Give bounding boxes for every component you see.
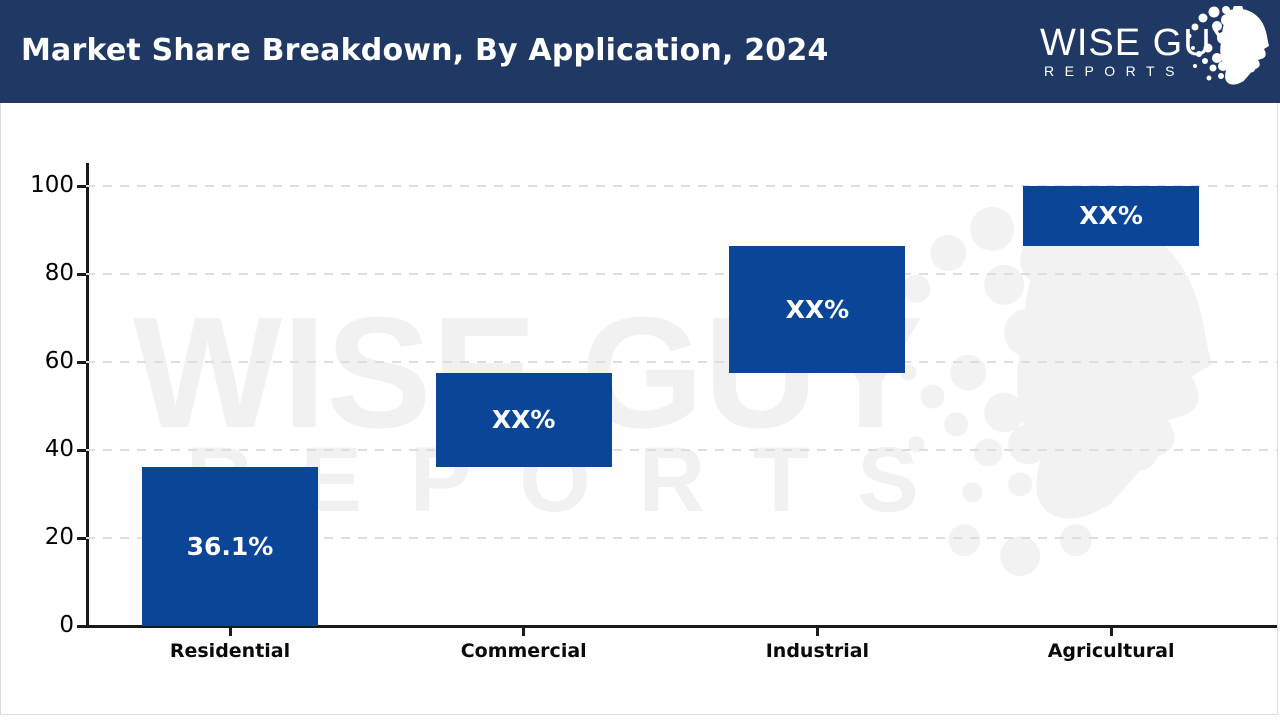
y-gridline xyxy=(86,537,1277,539)
x-axis-spine xyxy=(86,625,1277,628)
y-tick-label: 40 xyxy=(44,436,74,462)
x-category-label: Industrial xyxy=(765,640,870,662)
bar-segment: 36.1% xyxy=(142,467,318,626)
y-gridline xyxy=(86,449,1277,451)
y-gridline xyxy=(86,185,1277,187)
y-tick-mark xyxy=(77,273,86,276)
x-tick-mark xyxy=(522,628,526,636)
y-tick-label: 60 xyxy=(44,348,74,374)
bar-segment: XX% xyxy=(435,372,612,468)
header-band: Market Share Breakdown, By Application, … xyxy=(0,0,1280,103)
y-gridline xyxy=(86,273,1277,275)
chart-frame-border xyxy=(0,103,1278,715)
bar-segment: XX% xyxy=(1023,186,1200,246)
y-tick-mark xyxy=(77,625,86,628)
y-gridline xyxy=(86,361,1277,363)
y-tick-mark xyxy=(77,537,86,540)
x-category-label: Agricultural xyxy=(1047,640,1175,662)
dotted-head-profile-icon xyxy=(1186,6,1269,85)
y-tick-mark xyxy=(77,185,86,188)
x-tick-mark xyxy=(815,628,819,636)
x-category-label: Commercial xyxy=(460,640,587,662)
y-tick-mark xyxy=(77,449,86,452)
bar-value-label: XX% xyxy=(785,294,850,324)
bar-value-label: 36.1% xyxy=(186,532,274,562)
wise-guy-reports-logo: WISE GUY REPORTS xyxy=(1040,5,1278,100)
x-tick-mark xyxy=(228,628,232,636)
y-tick-label: 0 xyxy=(59,612,74,638)
x-tick-mark xyxy=(1109,628,1113,636)
y-tick-label: 80 xyxy=(44,260,74,286)
y-tick-mark xyxy=(77,361,86,364)
y-tick-label: 20 xyxy=(44,524,74,550)
bar-value-label: XX% xyxy=(491,405,556,435)
x-category-label: Residential xyxy=(169,640,291,662)
logo-wordmark: WISE GUY xyxy=(1040,22,1239,64)
y-axis-spine xyxy=(86,163,89,628)
plot-area: 0 20 40 60 80 100 36.1% Residential XX% Commercia… xyxy=(0,103,1280,715)
logo-subtext: REPORTS xyxy=(1044,63,1185,79)
y-tick-label: 100 xyxy=(30,172,74,198)
bar-segment: XX% xyxy=(729,245,906,373)
chart-title: Market Share Breakdown, By Application, … xyxy=(21,33,829,68)
bar-value-label: XX% xyxy=(1079,201,1143,231)
